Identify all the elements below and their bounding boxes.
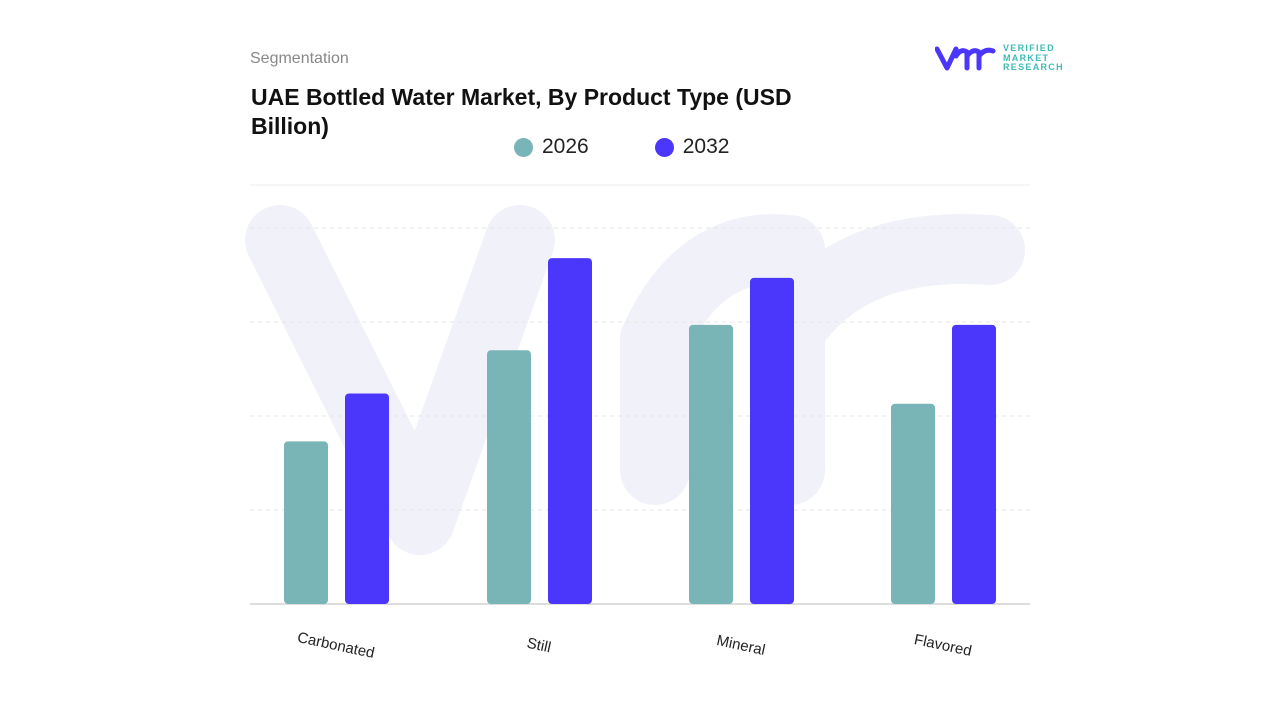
- logo-line-3: RESEARCH: [1003, 62, 1064, 72]
- x-tick-label: Carbonated: [296, 629, 376, 662]
- legend-label-2032: 2032: [682, 135, 730, 158]
- chart-title: UAE Bottled Water Market, By Product Typ…: [251, 84, 792, 139]
- bar-still-2032: [548, 258, 592, 604]
- legend-item-2032: 2032: [654, 135, 730, 159]
- vmr-logo: VERIFIED MARKET RESEARCH: [935, 43, 1064, 73]
- bar-carbonated-2026: [284, 441, 328, 604]
- x-tick-label: Flavored: [913, 631, 974, 660]
- x-tick-label: Still: [525, 635, 552, 657]
- bar-flavored-2026: [891, 403, 935, 604]
- watermark: [245, 205, 1025, 555]
- logo-line-2: MARKET: [1003, 52, 1050, 63]
- vmr-logo-mark-icon: [935, 46, 996, 71]
- bar-mineral-2032: [750, 277, 794, 604]
- logo-line-1: VERIFIED: [1003, 43, 1055, 53]
- section-label: Segmentation: [250, 50, 349, 67]
- legend-label-2026: 2026: [542, 135, 589, 158]
- bar-flavored-2032: [952, 324, 996, 604]
- legend-item-2026: 2026: [514, 135, 589, 159]
- legend: 2026 2032: [514, 135, 729, 159]
- bar-carbonated-2032: [345, 393, 389, 604]
- bar-mineral-2026: [689, 324, 733, 604]
- bar-still-2026: [487, 350, 531, 604]
- legend-swatch-2026: [514, 137, 533, 157]
- legend-swatch-2032: [654, 137, 674, 157]
- x-tick-label: Mineral: [715, 632, 767, 659]
